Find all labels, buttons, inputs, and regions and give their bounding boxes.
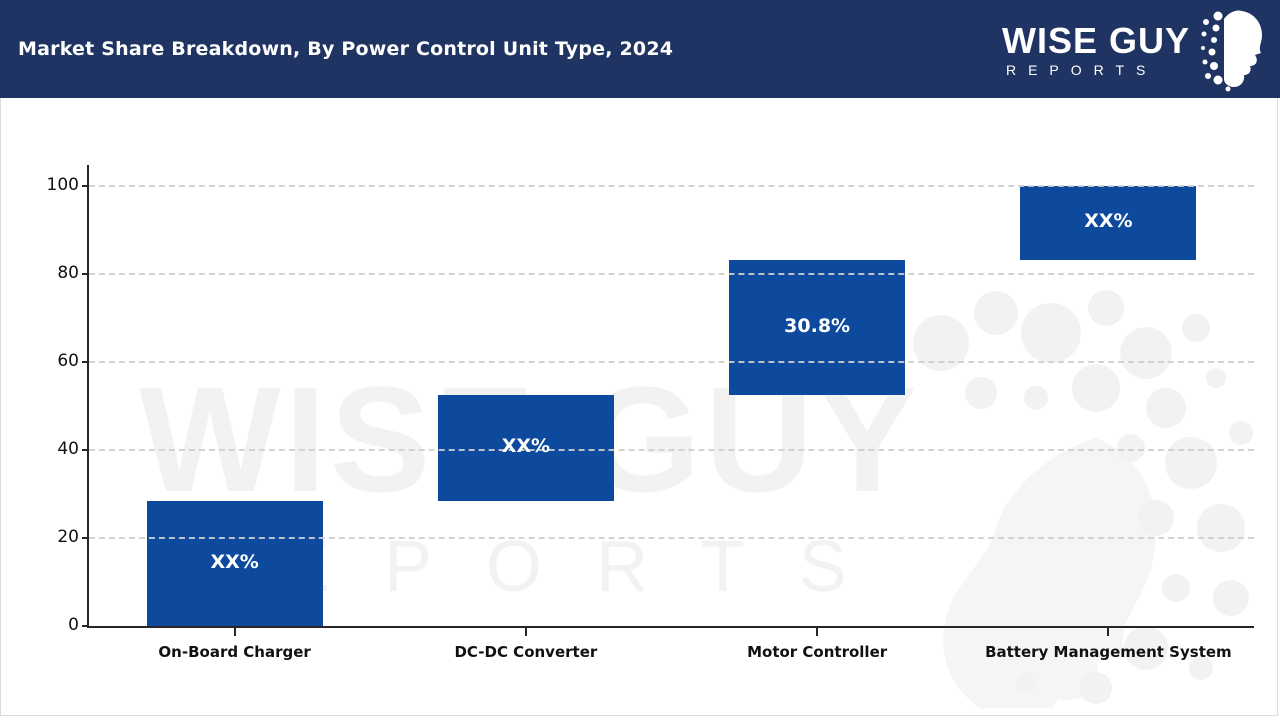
y-axis-tick-label: 100	[46, 175, 79, 195]
watermark-head-icon	[913, 290, 1253, 708]
y-tick-mark	[82, 537, 88, 539]
x-axis-category-label: DC-DC Converter	[454, 643, 598, 661]
wise-guy-logo: WISE GUY REPORTS	[1002, 8, 1266, 92]
bar-value-label: 30.8%	[784, 314, 851, 337]
data-bar-1	[146, 501, 323, 626]
x-axis-spine	[87, 626, 1254, 628]
x-tick-mark	[233, 628, 236, 636]
data-bar-3	[729, 259, 906, 396]
y-tick-mark	[82, 361, 88, 363]
header-bar: Market Share Breakdown, By Power Control…	[0, 0, 1280, 98]
x-axis-category-label: Battery Management System	[985, 643, 1232, 661]
y-tick-mark	[82, 185, 88, 187]
y-tick-mark	[82, 273, 88, 275]
x-tick-mark	[1107, 628, 1110, 636]
logo-text: WISE GUY REPORTS	[1002, 22, 1190, 78]
data-bar-2	[437, 395, 614, 502]
y-axis-tick-label: 0	[68, 615, 79, 635]
gridline-80	[89, 273, 1254, 275]
page-title: Market Share Breakdown, By Power Control…	[18, 38, 674, 60]
y-axis-tick-label: 40	[57, 439, 79, 459]
y-tick-mark	[82, 625, 88, 627]
bar-value-label: XX%	[210, 550, 259, 573]
x-tick-mark	[816, 628, 819, 636]
y-axis-spine	[87, 165, 89, 628]
y-tick-mark	[82, 449, 88, 451]
logo-subtitle: REPORTS	[1005, 61, 1158, 78]
x-axis-category-label: On-Board Charger	[158, 643, 311, 661]
gridline-100	[89, 185, 1254, 187]
bar-value-label: XX%	[1084, 209, 1133, 232]
bar-value-label: XX%	[501, 435, 551, 458]
data-bar-4	[1020, 186, 1197, 260]
y-axis-tick-label: 80	[57, 263, 79, 283]
gridline-60	[89, 361, 1254, 363]
chart-card: WISE GUY REPORTS 0 20 40 60 80 100 XX% On-Board…	[0, 98, 1278, 716]
y-axis-tick-label: 20	[57, 527, 79, 547]
logo-wordmark: WISE GUY	[1001, 20, 1190, 62]
x-tick-mark	[524, 628, 527, 636]
logo-head-icon	[1201, 10, 1262, 92]
x-axis-category-label: Motor Controller	[747, 643, 888, 661]
gridline-40	[89, 449, 1254, 451]
y-axis-tick-label: 60	[57, 351, 79, 371]
gridline-20	[89, 537, 1254, 539]
